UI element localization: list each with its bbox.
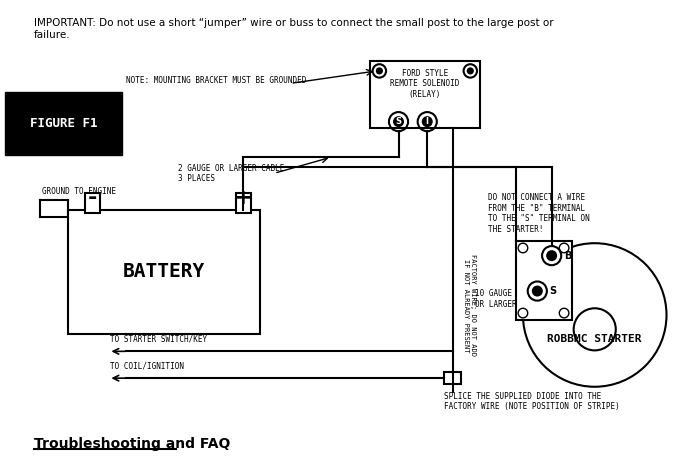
Text: ROBBMC STARTER: ROBBMC STARTER — [547, 334, 642, 344]
Circle shape — [422, 117, 432, 126]
Text: SPLICE THE SUPPLIED DIODE INTO THE
FACTORY WIRE (NOTE POSITION OF STRIPE): SPLICE THE SUPPLIED DIODE INTO THE FACTO… — [444, 392, 620, 411]
Text: TO COIL/IGNITION: TO COIL/IGNITION — [111, 362, 184, 370]
Text: -: - — [88, 188, 97, 208]
Text: TO STARTER SWITCH/KEY: TO STARTER SWITCH/KEY — [111, 335, 208, 344]
Text: FORD STYLE
REMOTE SOLENOID
(RELAY): FORD STYLE REMOTE SOLENOID (RELAY) — [390, 69, 459, 99]
Text: S: S — [550, 286, 557, 296]
Text: NOTE: MOUNTING BRACKET MUST BE GROUNDED: NOTE: MOUNTING BRACKET MUST BE GROUNDED — [126, 76, 306, 85]
Circle shape — [393, 117, 403, 126]
Circle shape — [377, 68, 382, 74]
Text: BATTERY: BATTERY — [123, 263, 205, 282]
Bar — [444, 372, 461, 384]
Text: failure.: failure. — [34, 30, 71, 40]
Bar — [236, 194, 251, 213]
Text: B: B — [564, 250, 571, 261]
Circle shape — [547, 251, 556, 260]
Bar — [370, 62, 480, 128]
Text: Troubleshooting and FAQ: Troubleshooting and FAQ — [34, 438, 230, 451]
Bar — [69, 210, 260, 334]
Text: FIGURE F1: FIGURE F1 — [30, 117, 97, 130]
Text: I: I — [426, 117, 428, 126]
Text: 2 GAUGE OR LARGER CABLE
3 PLACES: 2 GAUGE OR LARGER CABLE 3 PLACES — [178, 164, 285, 183]
Text: +: + — [233, 188, 252, 208]
Bar — [85, 194, 100, 213]
Bar — [516, 241, 572, 320]
Text: S: S — [395, 117, 402, 126]
Text: 10 GAUGE
OR LARGER: 10 GAUGE OR LARGER — [475, 289, 517, 308]
Text: FORD/AMC STYLE RELAY: FORD/AMC STYLE RELAY — [5, 138, 122, 148]
Text: IMPORTANT: Do not use a short “jumper” wire or buss to connect the small post to: IMPORTANT: Do not use a short “jumper” w… — [34, 18, 554, 28]
Text: DO NOT CONNECT A WIRE
FROM THE "B" TERMINAL
TO THE "S" TERMINAL ON
THE STARTER!: DO NOT CONNECT A WIRE FROM THE "B" TERMI… — [487, 194, 589, 234]
Circle shape — [468, 68, 473, 74]
Text: GROUND TO ENGINE: GROUND TO ENGINE — [41, 188, 116, 196]
Circle shape — [533, 286, 542, 296]
Text: FACTORY WIRE; DO NOT ADD
IF NOT ALREADY PRESENT: FACTORY WIRE; DO NOT ADD IF NOT ALREADY … — [463, 254, 475, 357]
